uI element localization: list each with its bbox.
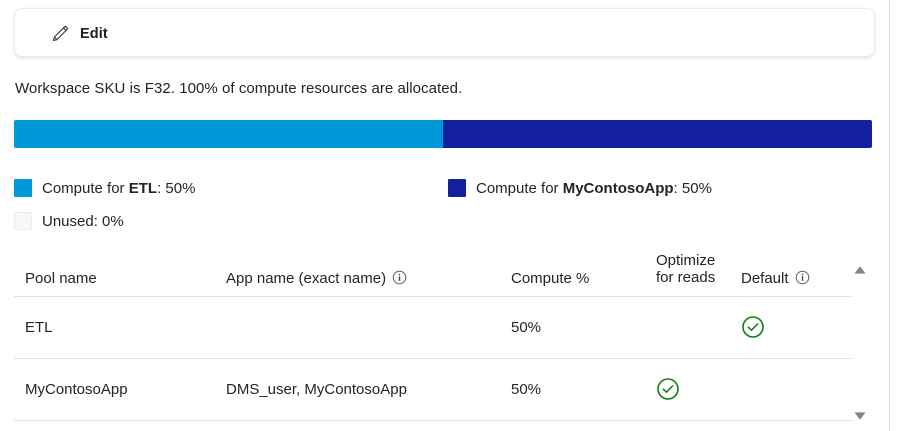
legend-label: Compute for MyContosoApp: 50% xyxy=(476,179,712,197)
cell-optimize-for-reads xyxy=(656,296,741,359)
scroll-down-arrow-icon[interactable] xyxy=(853,411,867,421)
allocation-segment-etl xyxy=(14,120,443,148)
column-header-pool-name-label: Pool name xyxy=(25,269,97,287)
default-check-icon xyxy=(741,315,852,339)
table-row[interactable]: ETL 50% xyxy=(14,296,852,359)
legend-label: Unused: 0% xyxy=(42,212,124,230)
pencil-icon xyxy=(51,24,70,43)
workspace-sku-summary: Workspace SKU is F32. 100% of compute re… xyxy=(15,80,463,97)
page-divider xyxy=(889,0,890,431)
legend-item: Unused: 0% xyxy=(14,212,124,230)
legend-label: Compute for ETL: 50% xyxy=(42,179,196,197)
column-header-compute-pct-label: Compute % xyxy=(511,269,590,287)
column-header-optimize-line2: for reads xyxy=(656,269,716,287)
legend-swatch xyxy=(14,212,32,230)
cell-pool-name: ETL xyxy=(14,296,226,359)
legend-swatch xyxy=(448,179,466,197)
app-name-info-icon[interactable] xyxy=(392,270,407,287)
edit-button[interactable]: Edit xyxy=(51,18,108,49)
legend-item: Compute for ETL: 50% xyxy=(14,179,195,197)
column-header-optimize-for-reads: Optimize for reads xyxy=(656,252,741,297)
legend-item: Compute for MyContosoApp: 50% xyxy=(448,179,712,197)
cell-app-name: DMS_user, MyContosoApp xyxy=(226,358,511,421)
allocation-legend: Compute for ETL: 50% Compute for MyContos… xyxy=(14,179,874,239)
allocation-segment-mycontosoapp xyxy=(443,120,872,148)
cell-default xyxy=(741,296,852,359)
column-header-optimize-line1: Optimize xyxy=(656,252,716,269)
column-header-app-name: App name (exact name) xyxy=(226,252,511,297)
scroll-up-arrow-icon[interactable] xyxy=(853,265,867,275)
column-header-default-label: Default xyxy=(741,269,789,287)
cell-optimize-for-reads xyxy=(656,358,741,421)
cell-compute-pct: 50% xyxy=(511,358,656,421)
column-header-app-name-label: App name (exact name) xyxy=(226,269,387,287)
cell-compute-pct: 50% xyxy=(511,296,656,359)
cell-default xyxy=(741,358,852,421)
table-header-row: Pool name App name (exact name) xyxy=(14,252,852,297)
column-header-pool-name: Pool name xyxy=(14,252,226,297)
column-header-compute-pct: Compute % xyxy=(511,252,656,297)
cell-pool-name: MyContosoApp xyxy=(14,358,226,421)
optimize-for-reads-check-icon xyxy=(656,377,741,401)
default-info-icon[interactable] xyxy=(795,270,810,287)
pool-table: Pool name App name (exact name) xyxy=(14,252,852,421)
cell-app-name xyxy=(226,296,511,359)
table-row[interactable]: MyContosoApp DMS_user, MyContosoApp 50% xyxy=(14,358,852,421)
column-header-default: Default xyxy=(741,252,852,297)
legend-swatch xyxy=(14,179,32,197)
edit-card: Edit xyxy=(14,8,875,57)
compute-allocation-bar xyxy=(14,120,872,148)
edit-button-label: Edit xyxy=(80,25,108,42)
